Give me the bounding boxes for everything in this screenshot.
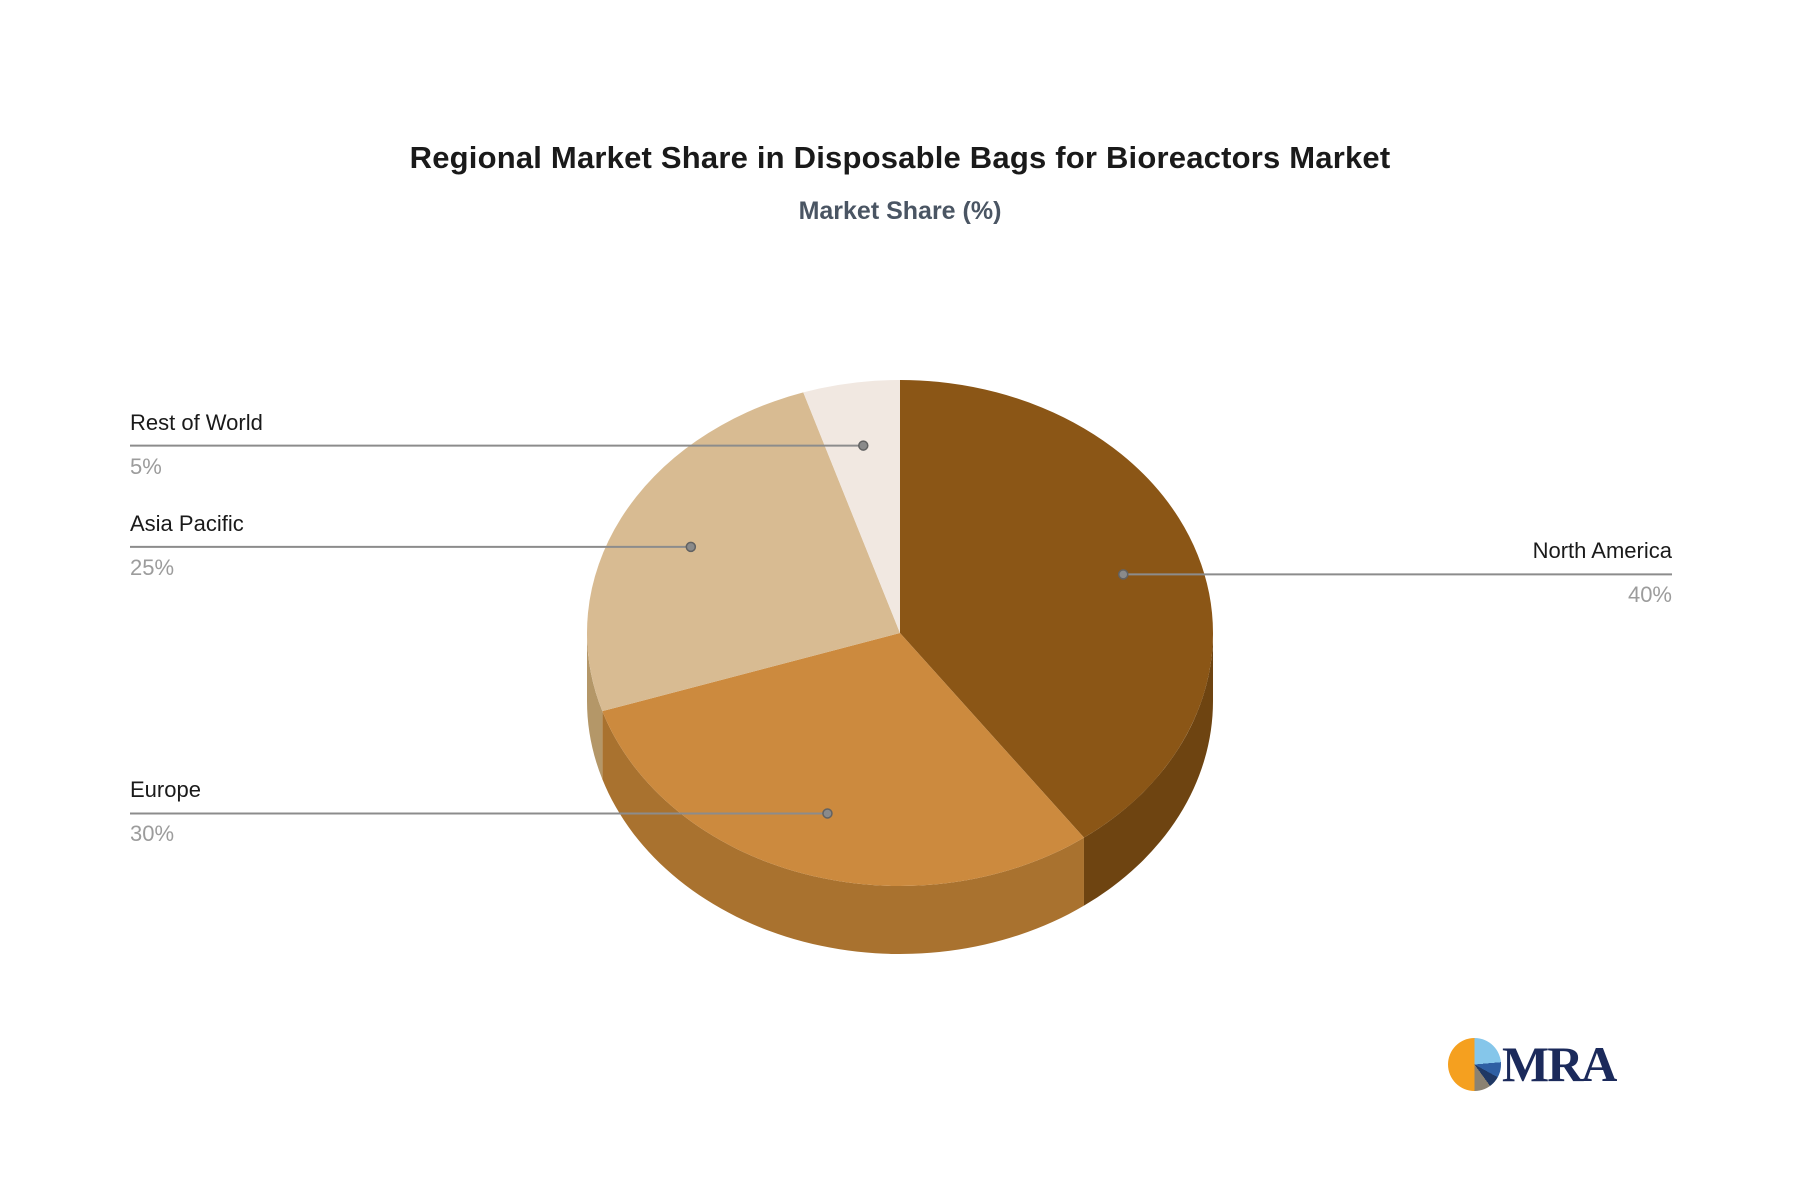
label-rest-of-world: Rest of World [130, 409, 263, 435]
pie-chart-icon [1448, 1038, 1501, 1091]
label-north-america: North America [1532, 538, 1672, 564]
percent-asia-pacific: 25% [130, 554, 175, 580]
percent-rest-of-world: 5% [130, 453, 162, 479]
chart-title: Regional Market Share in Disposable Bags… [409, 140, 1391, 175]
label-europe: Europe [130, 777, 201, 803]
label-asia-pacific: Asia Pacific [130, 510, 244, 536]
logo-text: MRA [1502, 1036, 1617, 1092]
percent-europe: 30% [130, 821, 175, 847]
mra-logo: MRA [1448, 1036, 1617, 1092]
chart-subtitle: Market Share (%) [798, 197, 1002, 225]
percent-north-america: 40% [1627, 582, 1672, 608]
